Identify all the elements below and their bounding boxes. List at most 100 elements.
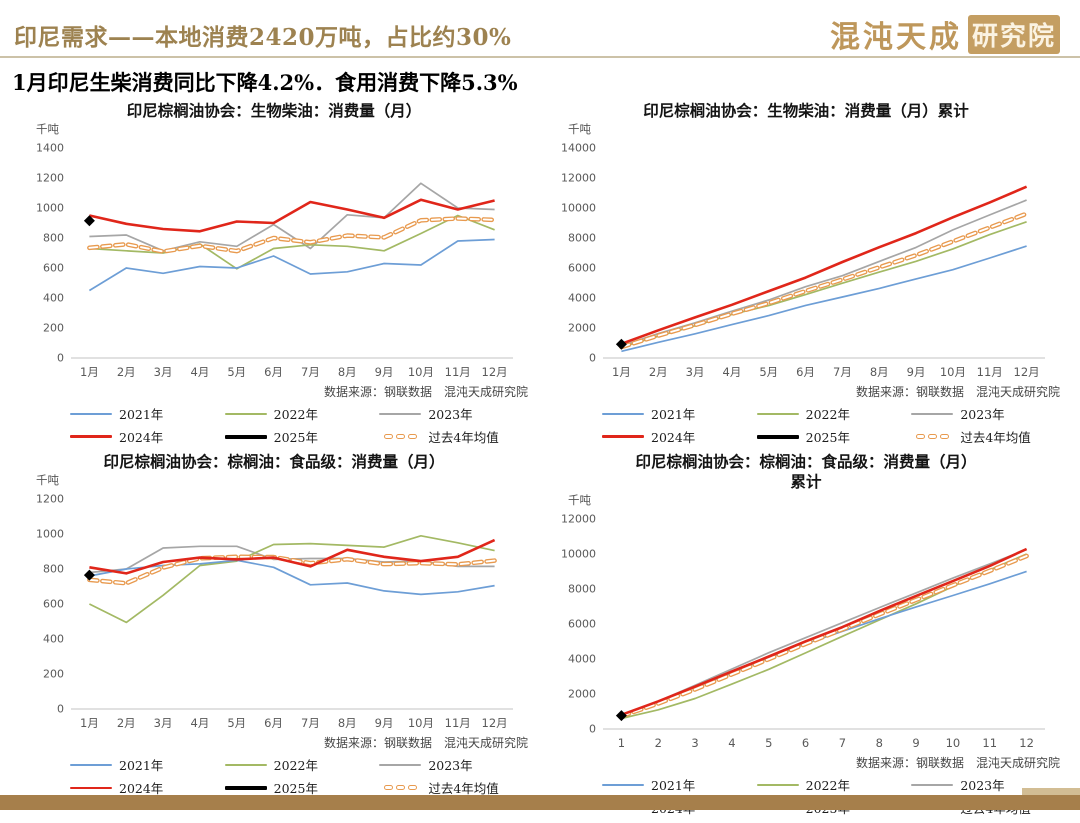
chart-legend: 2021年 2022年 2023年 2024年 2025年 过去4年均值	[544, 400, 1068, 452]
legend-swatch-2023年	[911, 412, 954, 415]
series-line-2024年	[620, 185, 1028, 346]
legend-item-过去4年均值: 过去4年均值	[911, 427, 1066, 446]
legend-swatch-2025年	[224, 434, 267, 439]
x-tick-label: 3	[691, 736, 698, 750]
legend-item-2023年: 2023年	[379, 755, 534, 774]
y-tick-label: 12000	[561, 513, 596, 526]
x-tick-label: 3月	[686, 365, 705, 379]
chart-food-monthly: 印尼棕榈油协会：棕榈油：食品级：消费量（月） 千吨 0 200 400 600 800 1…	[12, 452, 536, 823]
legend-item-2021年: 2021年	[70, 755, 225, 774]
legend-label: 2023年	[960, 778, 1005, 794]
series-line-2021年	[621, 245, 1027, 353]
legend-label: 2022年	[273, 407, 318, 423]
legend-dash-pill	[927, 434, 937, 440]
legend-dash-pill	[395, 785, 405, 791]
legend-label: 2022年	[805, 778, 850, 794]
x-tick-label: 2月	[649, 365, 668, 379]
x-tick-label: 2月	[117, 716, 136, 730]
legend-item-2022年: 2022年	[224, 755, 380, 774]
series-line-2022年	[89, 535, 495, 624]
legend-swatch-2024年	[70, 786, 112, 790]
y-tick-label: 12000	[561, 172, 596, 185]
y-tick-label: 14000	[561, 142, 596, 155]
legend-label: 过去4年均值	[428, 781, 499, 797]
y-tick-label: 10000	[561, 202, 596, 215]
page-title: 印尼需求——本地消费2420万吨，占比约30%	[14, 24, 512, 51]
chart-title: 印尼棕榈油协会：生物柴油：消费量（月）	[126, 101, 422, 120]
legend-swatch-2021年	[602, 783, 644, 786]
x-tick-label: 8月	[338, 365, 357, 379]
legend-label: 2023年	[960, 407, 1005, 423]
chart-biodiesel-monthly: 印尼棕榈油协会：生物柴油：消费量（月） 千吨 0 200 400 600 800 1000…	[12, 101, 536, 452]
legend-label: 2024年	[651, 430, 696, 446]
series-line-core-过去4年均值	[620, 555, 1028, 718]
y-tick-label: 800	[43, 232, 64, 245]
x-tick-label: 2月	[117, 365, 136, 379]
series-line-2024年	[89, 198, 495, 233]
legend-item-2023年: 2023年	[379, 404, 534, 423]
legend-item-2021年: 2021年	[602, 404, 757, 423]
y-tick-label: 10000	[561, 548, 596, 561]
y-tick-label: 800	[43, 563, 64, 576]
x-tick-label: 9	[912, 736, 919, 750]
series-marker-2025年	[83, 569, 95, 581]
x-tick-label: 12月	[1014, 365, 1040, 379]
legend-swatch-2022年	[756, 783, 799, 786]
y-tick-label: 400	[43, 633, 64, 646]
legend-label: 2022年	[273, 758, 318, 774]
legend-dash-pill	[915, 434, 925, 440]
y-tick-label: 0	[57, 703, 64, 716]
x-tick-label: 10	[946, 736, 961, 750]
legend-dash-pill	[407, 434, 417, 440]
legend-label: 2021年	[119, 758, 164, 774]
legend-swatch-2025年	[756, 434, 799, 439]
legend-label: 2022年	[805, 407, 850, 423]
legend-swatch-2022年	[756, 412, 799, 415]
y-tick-label: 600	[43, 598, 64, 611]
legend-item-2023年: 2023年	[911, 404, 1066, 423]
x-tick-label: 1月	[612, 365, 631, 379]
series-line-core-过去4年均值	[620, 212, 1028, 349]
legend-swatch-2021年	[602, 412, 644, 415]
chart-title: 印尼棕榈油协会：棕榈油：食品级：消费量（月）	[635, 452, 977, 472]
legend-label: 2024年	[119, 430, 164, 446]
legend-swatch-过去4年均值	[379, 434, 421, 440]
legend-item-2025年: 2025年	[224, 427, 380, 446]
y-tick-label: 400	[43, 292, 64, 305]
legend-swatch-2025年	[224, 785, 267, 790]
x-tick-label: 1	[618, 736, 625, 750]
legend-swatch-2024年	[70, 435, 112, 438]
x-tick-label: 8	[876, 736, 883, 750]
legend-item-2023年: 2023年	[911, 775, 1066, 794]
y-tick-label: 4000	[568, 292, 596, 305]
legend-label: 过去4年均值	[960, 430, 1031, 446]
legend-label: 2025年	[273, 430, 318, 446]
data-source-note: 数据来源：钢联数据 混沌天成研究院	[323, 385, 528, 400]
x-tick-label: 6	[802, 736, 809, 750]
x-tick-label: 11月	[445, 716, 471, 730]
legend-swatch-2023年	[379, 412, 422, 415]
y-tick-label: 6000	[568, 262, 596, 275]
x-tick-label: 12月	[482, 365, 508, 379]
legend-swatch-过去4年均值	[379, 785, 421, 791]
logo-brand-text: 混沌天成	[829, 20, 962, 55]
x-tick-label: 5	[765, 736, 772, 750]
y-tick-label: 0	[589, 723, 596, 736]
line-chart-svg: 0 2000 4000 6000 8000 10000 12000 14000 1月 2月 3月 4月…	[561, 142, 1045, 379]
x-tick-label: 5月	[227, 365, 246, 379]
page-header: 印尼需求——本地消费2420万吨，占比约30% 混沌天成 研究院	[0, 0, 1080, 56]
line-chart-svg: 0 200 400 600 800 1000 1200 1月 2月 3月 4月 5月 6月 7月 8月 9月 1…	[36, 493, 513, 730]
line-chart-svg: 0 200 400 600 800 1000 1200 1400 1月 2月 3月 4月 5月 6月 7月 8…	[36, 142, 513, 379]
x-tick-label: 4	[728, 736, 735, 750]
y-axis-unit-label: 千吨	[568, 493, 591, 508]
legend-swatch-过去4年均值	[911, 434, 953, 440]
legend-item-2024年: 2024年	[70, 778, 225, 797]
series-line-core-过去4年均值	[88, 217, 496, 253]
legend-label: 过去4年均值	[428, 430, 499, 446]
header-divider	[0, 56, 1080, 58]
x-tick-label: 5月	[759, 365, 778, 379]
logo-suffix-box: 研究院	[967, 14, 1060, 54]
y-tick-label: 0	[589, 352, 596, 365]
x-tick-label: 10月	[408, 716, 434, 730]
y-tick-label: 600	[43, 262, 64, 275]
